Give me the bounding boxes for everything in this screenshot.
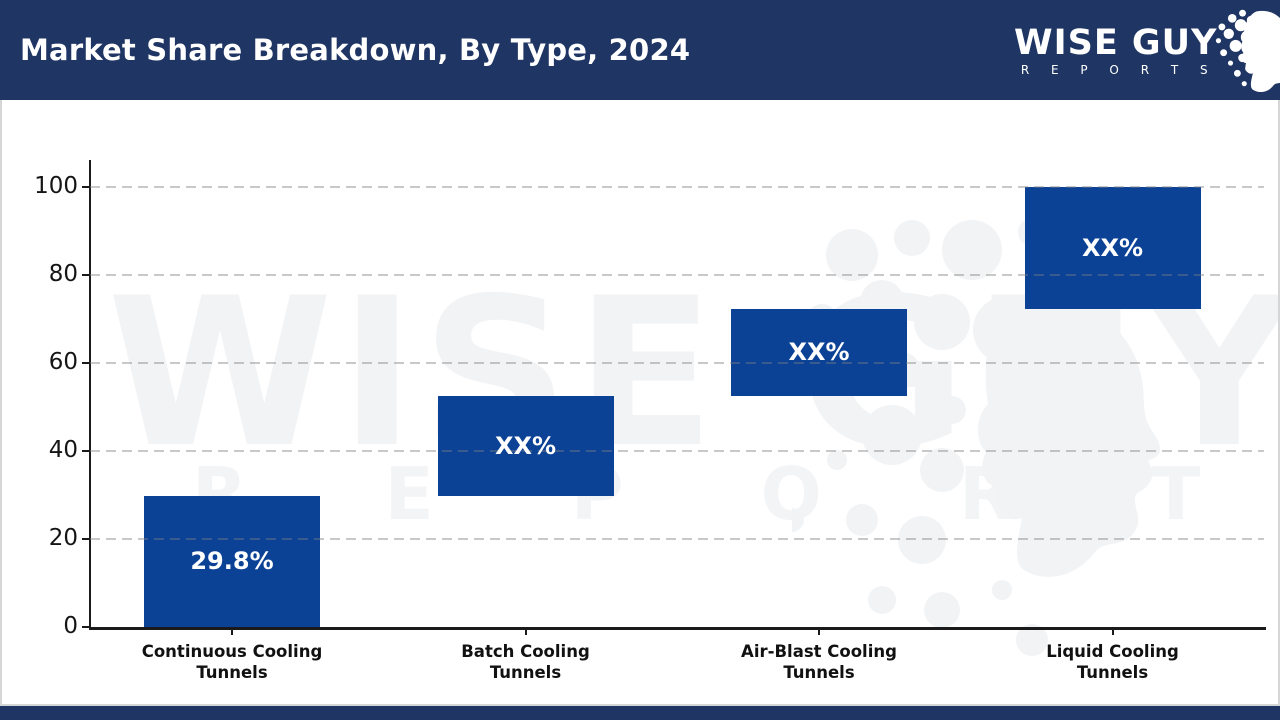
bar-value-label: 29.8% — [190, 547, 274, 576]
y-tick-mark — [82, 362, 89, 364]
logo-text: WISE GUY R E P O R T S — [1014, 25, 1217, 77]
y-tick-label: 60 — [48, 349, 78, 375]
gridline — [90, 274, 1264, 276]
gridline — [90, 362, 1264, 364]
x-tick-mark — [1111, 627, 1114, 635]
y-tick-mark — [82, 186, 89, 188]
y-tick-label: 0 — [63, 613, 78, 639]
y-tick-label: 20 — [48, 525, 78, 551]
category-label: Liquid Cooling Tunnels — [1046, 642, 1179, 682]
page-title: Market Share Breakdown, By Type, 2024 — [20, 33, 691, 67]
gridline — [90, 538, 1264, 540]
wise-guy-reports-logo: WISE GUY R E P O R T S — [1014, 8, 1280, 94]
logo-wordmark: WISE GUY — [1014, 23, 1218, 63]
bar-value-label: XX% — [1081, 233, 1144, 262]
category-label: Batch Cooling Tunnels — [461, 642, 590, 682]
y-tick-mark — [82, 274, 89, 276]
footer-band — [0, 706, 1280, 720]
x-tick-mark — [231, 627, 233, 635]
bar-segment — [731, 308, 907, 396]
x-axis-line — [89, 627, 1266, 630]
y-axis-line — [89, 160, 91, 629]
category-label: Air-Blast Cooling Tunnels — [741, 642, 897, 682]
x-tick-mark — [818, 627, 820, 635]
bar-segment — [437, 396, 614, 496]
y-tick-mark — [82, 450, 89, 452]
header-band: Market Share Breakdown, By Type, 2024 WI… — [0, 0, 1280, 100]
y-tick-mark — [82, 538, 89, 540]
y-tick-mark — [82, 626, 89, 628]
x-tick-mark — [524, 627, 527, 635]
bar-segment — [1024, 187, 1201, 309]
bar-value-label: XX% — [494, 431, 557, 460]
gridline — [90, 450, 1264, 452]
category-label: Continuous Cooling Tunnels — [141, 642, 323, 682]
y-tick-label: 80 — [48, 261, 78, 287]
gridline — [90, 186, 1264, 188]
bar-value-label: XX% — [788, 338, 850, 367]
y-tick-label: 40 — [48, 437, 78, 463]
plot-area: WISE GUY R E P O R T S 02040608010029.8%… — [0, 100, 1280, 706]
dotted-head-icon — [1216, 9, 1280, 93]
bar-segment — [144, 495, 320, 627]
logo-subtitle: R E P O R T S — [1020, 63, 1217, 77]
y-tick-label: 100 — [34, 173, 78, 199]
